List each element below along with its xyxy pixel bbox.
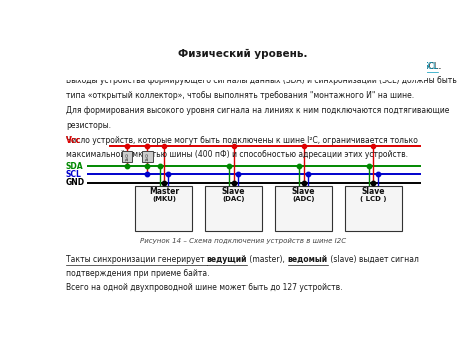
Text: резисторы.: резисторы.: [66, 121, 111, 130]
Text: Master: Master: [149, 187, 179, 196]
Text: Slave: Slave: [292, 187, 315, 196]
Text: Рисунок 14 – Схема подключения устройств в шине I2C: Рисунок 14 – Схема подключения устройств…: [140, 238, 346, 244]
Bar: [275, 186, 332, 231]
Text: Slave: Slave: [222, 187, 246, 196]
Text: Физический уровень.: Физический уровень.: [178, 49, 308, 59]
Bar: [59, 61, 427, 80]
Text: 1kΩ: 1kΩ: [125, 152, 129, 160]
Text: (DAC): (DAC): [222, 197, 245, 202]
Text: .: .: [438, 62, 440, 71]
Text: Для формирования высокого уровня сигнала на линиях к ним подключаются подтягиваю: Для формирования высокого уровня сигнала…: [66, 106, 449, 115]
Text: Данные передаются по двум проводам —: Данные передаются по двум проводам —: [66, 62, 238, 71]
Text: Число устройств, которые могут быть подключены к шине I²C, ограничивается только: Число устройств, которые могут быть подк…: [66, 136, 418, 144]
Text: ( LCD ): ( LCD ): [360, 197, 387, 202]
Text: SDA: SDA: [302, 62, 318, 71]
Bar: [136, 186, 192, 231]
Bar: [205, 186, 262, 231]
Text: провод синхронизации: провод синхронизации: [328, 62, 424, 71]
Text: Vcc: Vcc: [66, 136, 81, 145]
Bar: [142, 151, 153, 162]
Text: 1kΩ: 1kΩ: [146, 152, 149, 160]
Text: и: и: [318, 62, 328, 71]
Text: Данные передаются по двум проводам — провод данных SDA и провод синхронизации SC: Данные передаются по двум проводам — про…: [66, 62, 440, 71]
Text: SCL: SCL: [424, 62, 438, 71]
Text: Slave: Slave: [362, 187, 385, 196]
Text: (slave) выдает сигнал: (slave) выдает сигнал: [328, 255, 419, 264]
Text: Такты синхронизации генерирует: Такты синхронизации генерирует: [66, 255, 207, 264]
Text: типа «открытый коллектор», чтобы выполнять требования "монтажного И" на шине.: типа «открытый коллектор», чтобы выполня…: [66, 91, 414, 100]
Text: GND: GND: [66, 178, 85, 187]
Text: ведомый: ведомый: [288, 255, 328, 264]
Bar: [122, 151, 132, 162]
Bar: [345, 186, 402, 231]
Text: ведущий: ведущий: [207, 255, 247, 264]
Text: (MKU): (MKU): [152, 197, 176, 202]
Text: Выходы устройства формирующего сигналы данных (SDA) и синхронизации (SCL) должны: Выходы устройства формирующего сигналы д…: [66, 76, 456, 86]
Text: SDA: SDA: [66, 162, 83, 171]
Text: максимальной емкостью шины (400 пФ) и способностью адресации этих устройств.: максимальной емкостью шины (400 пФ) и сп…: [66, 150, 408, 159]
Text: (master),: (master),: [247, 255, 288, 264]
Text: подтверждения при приеме байта.: подтверждения при приеме байта.: [66, 269, 210, 278]
Text: (ADC): (ADC): [292, 197, 315, 202]
Text: провод данных: провод данных: [238, 62, 302, 71]
Text: Всего на одной двухпроводной шине может быть до 127 устройств.: Всего на одной двухпроводной шине может …: [66, 283, 342, 293]
Text: SCL: SCL: [66, 170, 82, 179]
